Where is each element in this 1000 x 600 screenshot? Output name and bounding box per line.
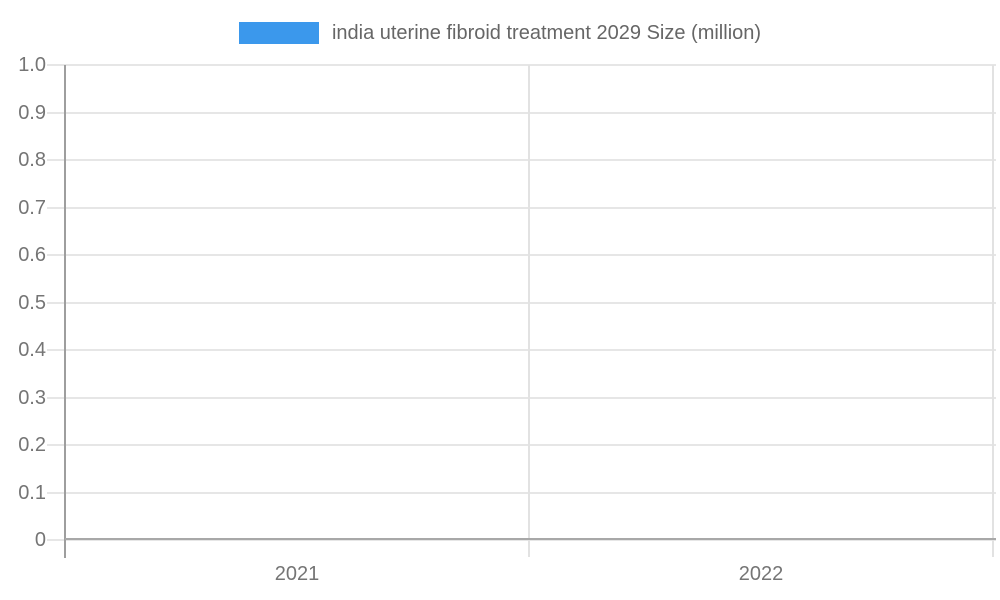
x-category-label: 2022	[738, 563, 784, 585]
y-tick-label: 0.1	[18, 481, 46, 504]
y-tick-label: 0.7	[18, 196, 46, 219]
y-tick-label: 0.6	[18, 244, 46, 266]
y-tick-label: 0.9	[18, 101, 46, 124]
x-gridline	[992, 65, 994, 557]
y-gridline	[47, 444, 996, 446]
x-gridline	[528, 65, 530, 557]
legend[interactable]: india uterine fibroid treatment 2029 Siz…	[0, 21, 1000, 45]
y-gridline	[47, 64, 996, 66]
x-category-label: 2021	[274, 563, 320, 585]
y-tick-label: 1.0	[18, 54, 46, 76]
y-gridline	[47, 301, 996, 304]
x-axis-line	[65, 538, 996, 540]
y-tick-label: 0.4	[18, 339, 46, 361]
legend-swatch	[238, 22, 319, 44]
y-gridline	[47, 206, 996, 209]
y-gridline	[47, 254, 996, 256]
y-tick-label: 0.3	[18, 386, 46, 409]
y-gridline	[47, 539, 996, 541]
y-tick-label: 0	[34, 529, 46, 551]
y-gridline	[47, 349, 996, 351]
y-gridline	[47, 491, 996, 494]
plot-area: 0 0.1 0.2 0.3 0.4 0.5 0.6 0.7 0.8 0.9 1.0 2021 2022	[18, 54, 996, 585]
y-tick-label: 0.5	[18, 291, 46, 314]
y-axis-line	[64, 65, 66, 558]
y-gridline	[47, 111, 996, 114]
y-gridline	[47, 159, 996, 161]
y-gridline	[47, 396, 996, 399]
legend-label: india uterine fibroid treatment 2029 Siz…	[331, 22, 762, 44]
y-tick-label: 0.2	[18, 434, 46, 456]
y-tick-label: 0.8	[18, 149, 46, 171]
